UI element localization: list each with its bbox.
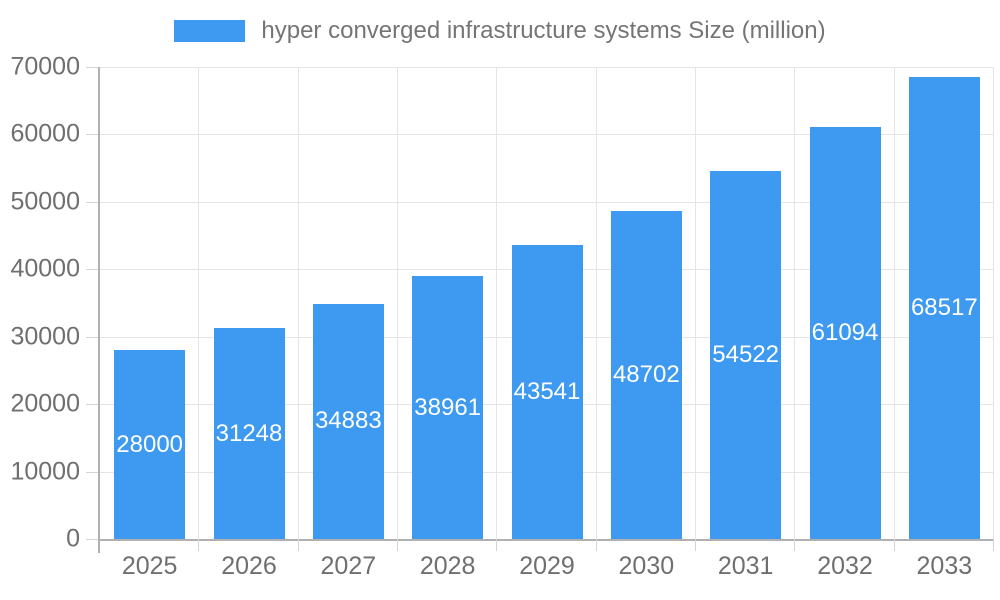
x-tick	[297, 539, 299, 551]
legend-swatch	[174, 20, 246, 42]
x-tick-label: 2029	[519, 552, 575, 580]
bar[interactable]: 38961	[412, 276, 484, 539]
bar[interactable]: 28000	[114, 350, 186, 539]
y-tick-label: 50000	[10, 187, 80, 216]
bar-value-label: 61094	[811, 319, 879, 347]
legend[interactable]: hyper converged infrastructure systems S…	[0, 17, 1000, 45]
x-tick-label: 2028	[419, 552, 476, 580]
legend-label: hyper converged infrastructure systems S…	[261, 17, 826, 44]
x-tick	[595, 539, 597, 551]
y-tick	[86, 134, 98, 136]
gridline-v	[993, 67, 994, 539]
bar-value-label: 31248	[215, 419, 283, 447]
gridline-v	[297, 67, 299, 539]
y-tick	[86, 336, 98, 338]
x-tick-label: 2031	[717, 552, 774, 580]
y-tick-label: 70000	[10, 52, 80, 81]
bar[interactable]: 34883	[312, 303, 384, 539]
x-tick	[694, 539, 696, 551]
bar-value-label: 38961	[414, 393, 482, 421]
bar[interactable]: 31248	[213, 328, 285, 539]
y-tick-label: 20000	[10, 389, 80, 418]
gridline-h	[100, 201, 994, 203]
bar[interactable]: 68517	[908, 77, 980, 539]
gridline-h	[100, 67, 994, 68]
y-tick	[86, 67, 98, 68]
x-tick-label: 2027	[320, 552, 377, 580]
y-axis-line	[98, 67, 100, 553]
gridline-h	[100, 134, 994, 136]
bar-value-label: 54522	[712, 341, 780, 369]
gridline-v	[595, 67, 597, 539]
gridline-v	[396, 67, 398, 539]
bar-value-label: 68517	[910, 294, 978, 321]
x-tick	[993, 539, 994, 551]
gridline-v	[794, 67, 796, 539]
x-tick-label: 2026	[221, 552, 277, 580]
y-tick	[86, 269, 98, 271]
y-tick	[86, 201, 98, 203]
bar[interactable]: 43541	[511, 245, 583, 539]
y-tick	[86, 404, 98, 406]
y-tick-label: 10000	[10, 457, 80, 486]
x-tick	[396, 539, 398, 551]
gridline-v	[694, 67, 696, 539]
bar[interactable]: 48702	[610, 210, 682, 539]
gridline-v	[496, 67, 498, 539]
x-tick-label: 2032	[817, 552, 873, 580]
bar-value-label: 34883	[314, 407, 382, 435]
x-tick-label: 2030	[618, 552, 675, 580]
x-tick	[496, 539, 498, 551]
x-tick	[794, 539, 796, 551]
bar[interactable]: 61094	[809, 127, 881, 539]
y-tick-label: 40000	[10, 254, 80, 283]
y-tick-label: 0	[66, 524, 80, 553]
y-tick	[86, 471, 98, 473]
x-tick-label: 2033	[916, 552, 973, 580]
gridline-v	[198, 67, 200, 539]
bar-value-label: 28000	[116, 430, 184, 458]
y-tick-label: 60000	[10, 119, 80, 148]
x-tick	[893, 539, 895, 551]
gridline-v	[893, 67, 895, 539]
y-tick-label: 30000	[10, 322, 80, 351]
plot-area: 28000 31248 34883 38961 43541 48702 54522 61094…	[86, 67, 994, 553]
x-tick	[198, 539, 200, 551]
y-tick	[86, 539, 98, 540]
x-axis-line	[98, 539, 994, 541]
x-tick-label: 2025	[121, 552, 178, 580]
bar[interactable]: 54522	[710, 171, 782, 539]
bar-value-label: 48702	[612, 360, 680, 388]
bar-value-label: 43541	[513, 378, 581, 406]
